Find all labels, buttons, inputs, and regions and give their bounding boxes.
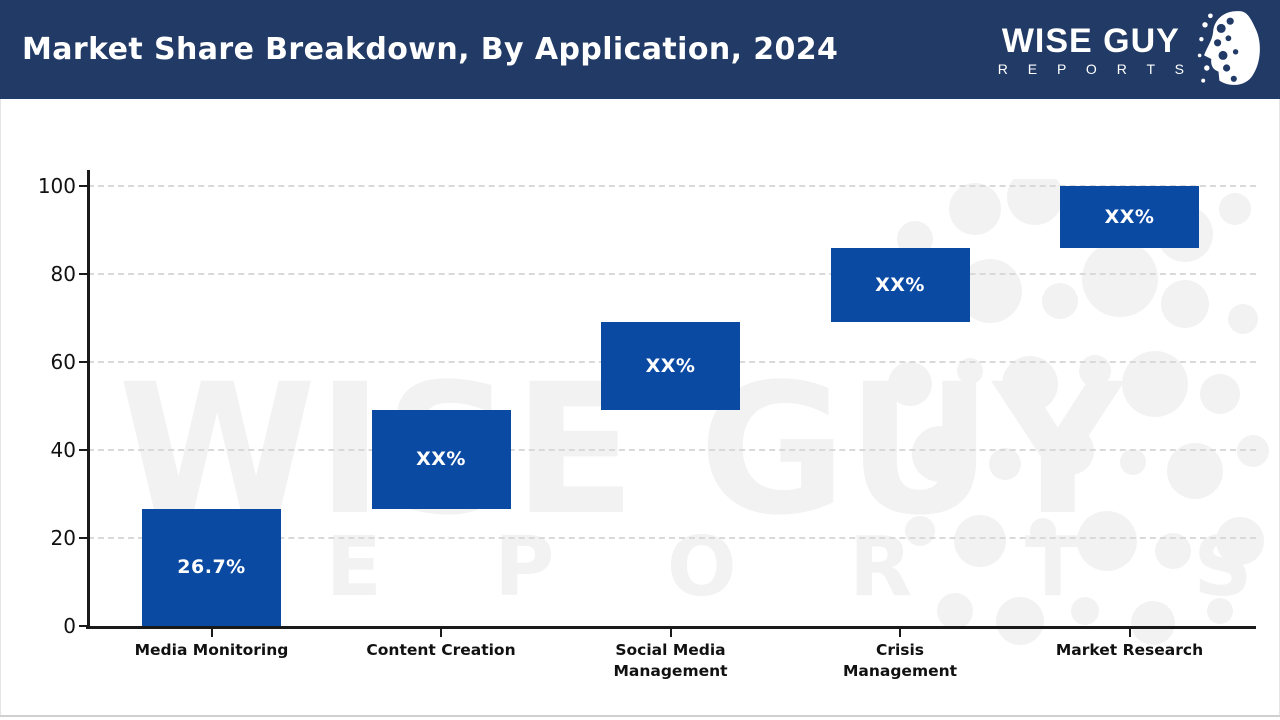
bar-value-label: 26.7% xyxy=(177,556,246,579)
x-tick-mark xyxy=(440,629,442,637)
y-tick-mark xyxy=(79,361,88,363)
watermark-sub-text: R E P O R T S xyxy=(150,520,1280,615)
y-tick-mark xyxy=(79,273,88,275)
y-tick-label: 60 xyxy=(50,350,76,374)
gridline xyxy=(88,537,1256,539)
bar-crisis-management: XX% xyxy=(830,247,970,323)
bar-content-creation: XX% xyxy=(371,410,511,509)
y-axis-line xyxy=(87,170,90,629)
x-category-label-content-creation: Content Creation xyxy=(366,641,516,659)
x-category-label-social-media-management: Social Media Management xyxy=(613,641,728,680)
brand-name: WISE GUY xyxy=(1001,22,1180,60)
x-tick-mark xyxy=(210,629,213,637)
y-tick-mark xyxy=(79,625,88,627)
plot-region: 26.7% XX% XX% XX% XX% 0 20 40 60 80 100 Media Monit… xyxy=(0,99,1280,715)
y-tick-label: 100 xyxy=(37,174,76,198)
y-tick-mark xyxy=(79,185,88,187)
x-category-label-crisis-management: Crisis Management xyxy=(842,641,958,680)
y-tick-label: 0 xyxy=(63,614,76,638)
bottom-rule xyxy=(0,715,1280,717)
left-edge-rule xyxy=(0,99,1,715)
brand-logo-text: WISE GUY R E P O R T S xyxy=(990,24,1192,76)
bar-social-media-management: XX% xyxy=(601,322,740,411)
bar-value-label: XX% xyxy=(416,448,466,471)
bar-value-label: XX% xyxy=(875,273,925,296)
page-title: Market Share Breakdown, By Application, … xyxy=(22,32,839,67)
x-category-label-media-monitoring: Media Monitoring xyxy=(134,641,289,659)
chart-canvas: WISE GUY R E P O R T S 26.7% XX% XX% XX% XX%… xyxy=(0,99,1280,715)
bar-value-label: XX% xyxy=(1104,205,1155,228)
gridline xyxy=(88,449,1256,451)
y-tick-label: 40 xyxy=(50,438,76,462)
x-axis-line xyxy=(86,626,1256,629)
gridline xyxy=(88,273,1256,275)
y-tick-mark xyxy=(79,537,88,539)
bar-value-label: XX% xyxy=(645,355,696,378)
y-tick-label: 80 xyxy=(50,262,76,286)
x-tick-mark xyxy=(899,629,901,637)
gridline xyxy=(88,185,1256,187)
x-category-label-market-research: Market Research xyxy=(1055,641,1204,659)
header-band: Market Share Breakdown, By Application, … xyxy=(0,0,1280,99)
y-tick-label: 20 xyxy=(50,526,76,550)
x-tick-mark xyxy=(669,629,672,637)
x-tick-mark xyxy=(1128,629,1131,637)
brand-subname: R E P O R T S xyxy=(997,61,1192,77)
y-tick-mark xyxy=(79,449,88,451)
brand-logo: WISE GUY R E P O R T S xyxy=(990,6,1268,94)
wise-guy-head-icon xyxy=(1197,11,1260,85)
bar-market-research: XX% xyxy=(1060,186,1199,248)
bar-media-monitoring: 26.7% xyxy=(142,508,281,626)
